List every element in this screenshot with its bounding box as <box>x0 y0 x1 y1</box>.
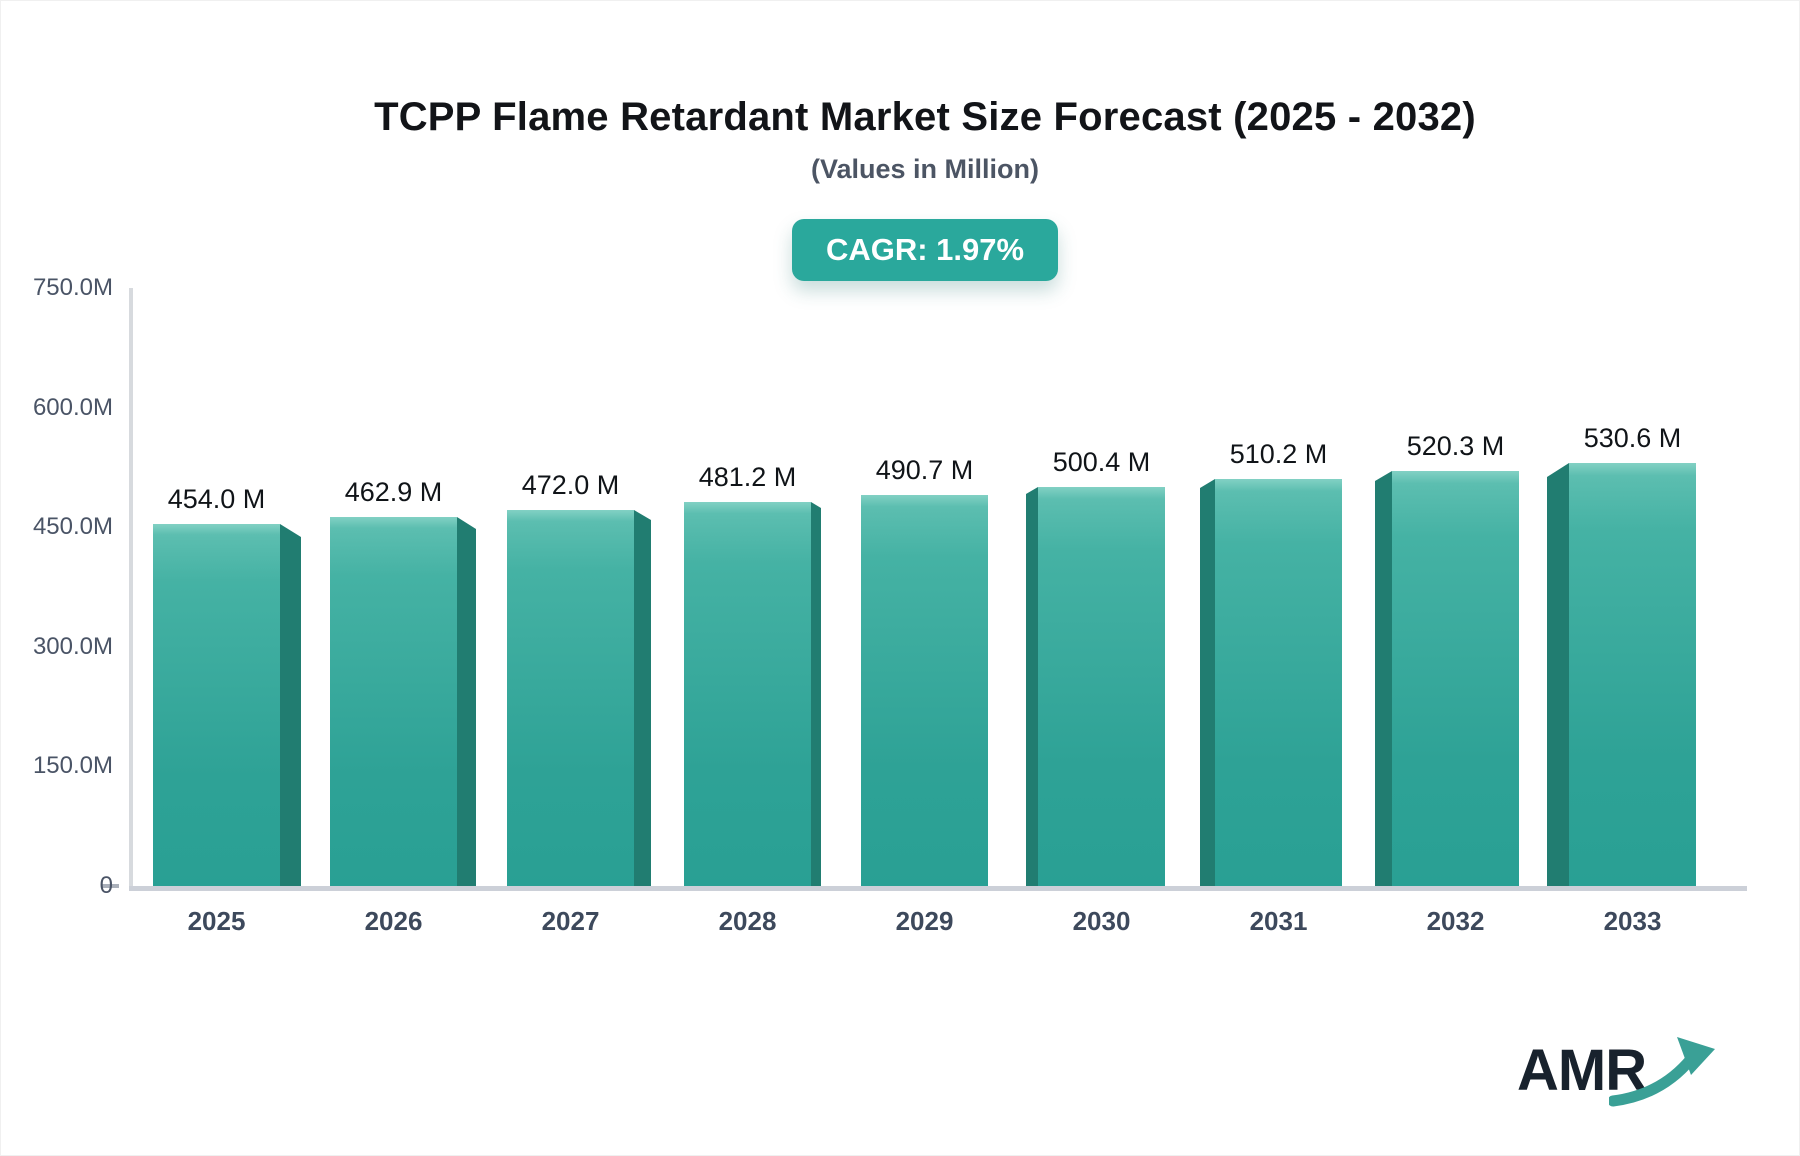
chart-title: TCPP Flame Retardant Market Size Forecas… <box>374 95 1476 139</box>
bar-2030[interactable] <box>1038 487 1165 886</box>
bar-2029[interactable] <box>861 495 988 886</box>
bar-2026[interactable] <box>330 517 457 886</box>
x-tick-label: 2029 <box>895 906 954 936</box>
bar-side-2030[interactable] <box>1026 487 1038 886</box>
x-tick-label: 2032 <box>1426 906 1485 936</box>
bar-side-2025[interactable] <box>280 524 301 886</box>
bar-value-label: 490.7 M <box>875 455 974 485</box>
bar-value-label: 481.2 M <box>698 462 797 492</box>
cagr-badge: CAGR: 1.97% <box>791 219 1059 281</box>
bar-side-2026[interactable] <box>457 517 476 886</box>
y-axis-line <box>129 288 133 888</box>
y-tick-label: 300.0M <box>32 632 113 660</box>
bar-value-label: 454.0 M <box>167 484 266 514</box>
chart-subtitle: (Values in Million) <box>810 154 1040 184</box>
bar-value-label: 462.9 M <box>344 477 443 507</box>
x-tick-label: 2031 <box>1249 906 1308 936</box>
bar-2033[interactable] <box>1569 463 1696 886</box>
y-tick-label: 450.0M <box>32 513 113 541</box>
chart-header: TCPP Flame Retardant Market Size Forecas… <box>49 1 1799 281</box>
bar-2031[interactable] <box>1215 479 1342 886</box>
amr-logo-text: AMR <box>1517 1038 1647 1103</box>
x-tick-label: 2028 <box>718 906 777 936</box>
bar-2032[interactable] <box>1392 471 1519 886</box>
x-tick-label: 2033 <box>1603 906 1662 936</box>
bar-value-label: 520.3 M <box>1406 431 1505 461</box>
x-tick-label: 2027 <box>541 906 600 936</box>
bar-side-2032[interactable] <box>1375 471 1392 886</box>
bar-value-label: 530.6 M <box>1583 423 1682 453</box>
y-tick-label: 150.0M <box>32 752 113 780</box>
y-tick-label: 750.0M <box>32 274 113 301</box>
x-tick-label: 2026 <box>364 906 423 936</box>
bar-side-2033[interactable] <box>1547 463 1569 886</box>
x-tick-label: 2030 <box>1072 906 1131 936</box>
bar-value-label: 472.0 M <box>521 470 620 500</box>
amr-logo: AMR <box>1517 1029 1715 1119</box>
trend-arrow-icon <box>1609 1037 1715 1107</box>
y-tick-label: 0 <box>99 872 113 899</box>
zero-tick-mark <box>101 884 119 888</box>
x-tick-label: 2025 <box>187 906 246 936</box>
bar-side-2027[interactable] <box>634 510 651 886</box>
bar-side-2028[interactable] <box>811 502 821 886</box>
x-axis-baseline <box>129 886 1747 891</box>
bar-2028[interactable] <box>684 502 811 886</box>
bar-2027[interactable] <box>507 510 634 886</box>
bar-2025[interactable] <box>153 524 280 886</box>
bar-value-label: 500.4 M <box>1052 447 1151 477</box>
bar-value-label: 510.2 M <box>1229 439 1328 469</box>
bar-side-2031[interactable] <box>1200 479 1215 886</box>
y-tick-label: 600.0M <box>32 393 113 421</box>
